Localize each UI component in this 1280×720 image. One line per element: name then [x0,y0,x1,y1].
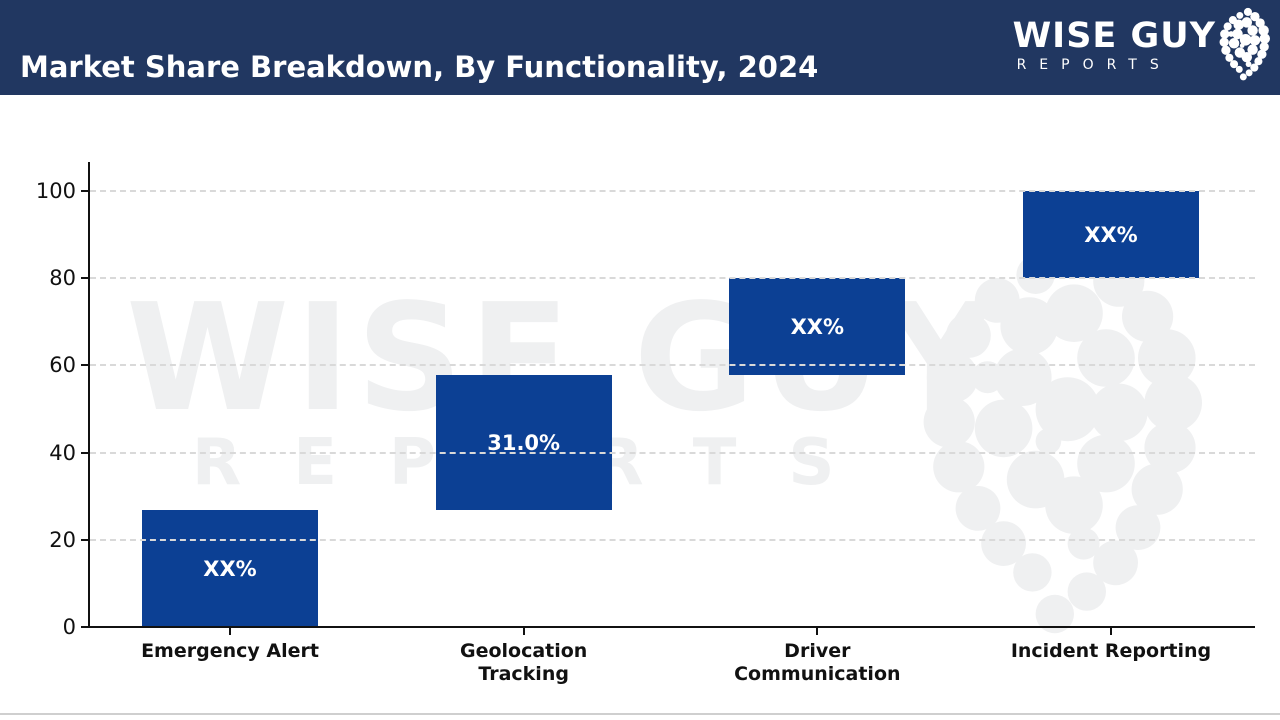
category-label: Driver Communication [734,640,901,685]
y-tick-label: 80 [49,266,76,291]
x-tick [229,628,231,635]
waterfall-bar: 31.0% [435,374,612,511]
waterfall-bar: XX% [1023,191,1199,279]
y-tick-label: 60 [49,353,76,378]
y-tick [81,190,89,192]
footer-divider [0,713,1280,715]
category-label: Emergency Alert [141,640,319,662]
gridline [90,364,1255,367]
watermark-head-icon [923,233,1202,634]
x-tick [522,628,525,635]
bar-value-label: XX% [790,314,845,339]
waterfall-bar: XX% [729,278,906,375]
y-tick-label: 40 [49,440,76,465]
y-tick [81,277,89,280]
gridline [90,190,1255,192]
brand-name: WISE GUY [1012,16,1216,56]
page-title: Market Share Breakdown, By Functionality… [20,50,819,85]
x-axis-line [88,626,1255,628]
header: Market Share Breakdown, By Functionality… [0,0,1280,95]
x-tick [816,628,819,635]
y-tick [81,626,89,628]
y-tick-label: 0 [62,615,76,639]
gridline [90,451,1255,454]
bar-value-label: 31.0% [487,430,561,455]
gridline [90,277,1255,280]
y-tick [81,451,89,454]
category-label: Geolocation Tracking [459,640,588,685]
category-label: Incident Reporting [1010,640,1212,662]
y-axis-line [88,162,90,628]
brand-logo-text: WISE GUY REPORTS [1013,17,1216,73]
waterfall-bar: XX% [142,510,318,627]
brand-subtitle: REPORTS [1016,57,1172,73]
y-tick-label: 20 [49,527,76,552]
bar-value-label: XX% [203,556,257,581]
gridline [90,538,1255,541]
x-tick [1110,628,1112,635]
y-tick [81,538,89,541]
y-tick-label: 100 [35,179,76,203]
bar-value-label: XX% [1084,222,1138,247]
y-tick [81,364,89,367]
brand-logo: WISE GUY REPORTS [1013,7,1270,83]
